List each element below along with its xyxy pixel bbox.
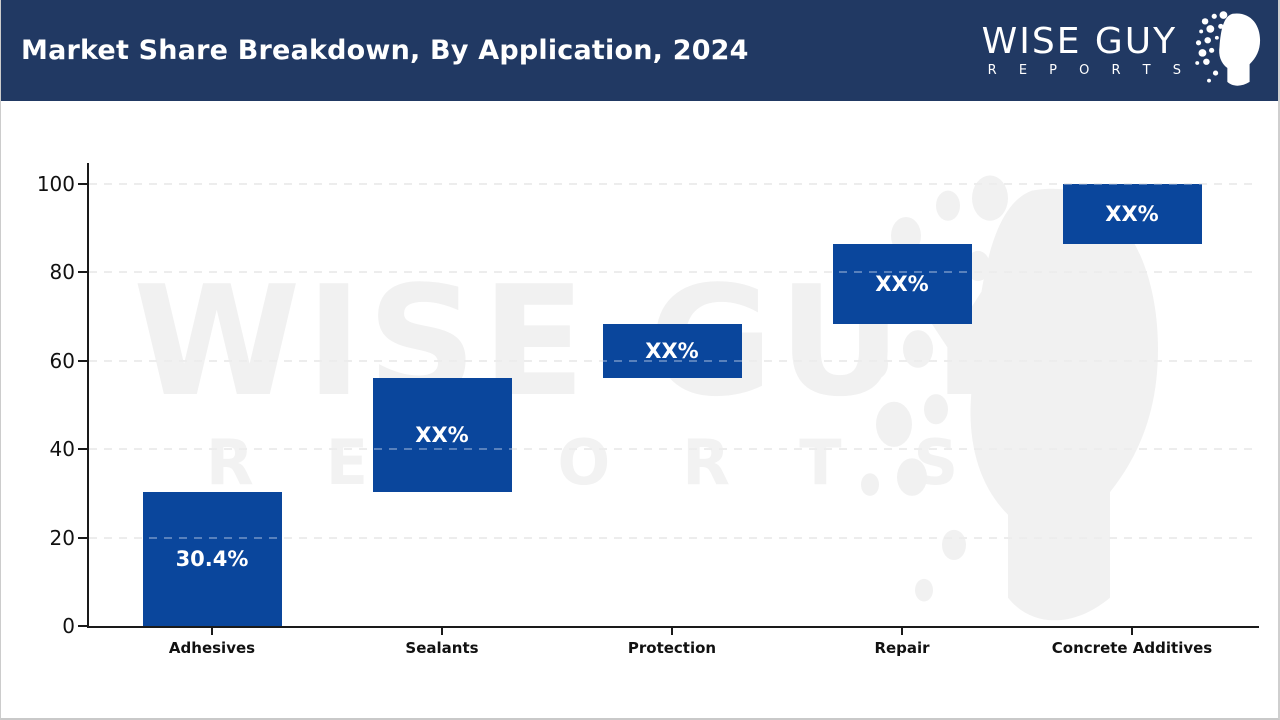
x-tick-mark-repair bbox=[901, 626, 903, 635]
bar-sealants: XX% bbox=[372, 377, 512, 492]
gridline-40 bbox=[89, 448, 1259, 451]
logo-head-icon bbox=[1195, 10, 1261, 86]
y-tick-mark-0 bbox=[78, 625, 87, 627]
y-tick-label-0: 0 bbox=[62, 614, 75, 638]
x-tick-mark-concrete-additives bbox=[1131, 626, 1133, 635]
chart-title: Market Share Breakdown, By Application, … bbox=[21, 35, 749, 66]
gridline-over-80 bbox=[89, 271, 1259, 274]
y-tick-label-100: 100 bbox=[36, 172, 75, 196]
bar-label-adhesives: 30.4% bbox=[175, 546, 249, 571]
gridline-100 bbox=[89, 183, 1259, 185]
gridline-20 bbox=[89, 536, 1259, 539]
bar-repair: XX% bbox=[832, 243, 972, 324]
y-tick-label-20: 20 bbox=[49, 525, 75, 550]
x-tick-mark-sealants bbox=[441, 626, 443, 635]
logo-name: WISE GUY bbox=[981, 20, 1178, 62]
logo-tagline: R E P O R T S bbox=[987, 62, 1190, 78]
watermark-tagline: REPORTS bbox=[206, 426, 1031, 499]
y-tick-label-40: 40 bbox=[49, 437, 75, 462]
category-label-concrete-additives: Concrete Additives bbox=[1051, 639, 1213, 657]
x-tick-mark-adhesives bbox=[211, 626, 213, 635]
header-band: Market Share Breakdown, By Application, … bbox=[1, 0, 1278, 101]
y-tick-mark-60 bbox=[78, 359, 87, 362]
category-label-sealants: Sealants bbox=[405, 639, 479, 657]
category-label-protection: Protection bbox=[627, 639, 717, 657]
gridline-over-100 bbox=[89, 183, 1259, 185]
gridline-80 bbox=[89, 271, 1259, 274]
y-tick-mark-80 bbox=[78, 271, 87, 274]
bar-concrete-additives: XX% bbox=[1062, 184, 1202, 244]
y-tick-mark-40 bbox=[78, 448, 87, 451]
gridline-over-20 bbox=[89, 536, 1259, 539]
x-tick-mark-protection bbox=[671, 626, 673, 635]
logo-text: WISE GUY R E P O R T S bbox=[981, 20, 1190, 78]
bar-protection: XX% bbox=[602, 323, 742, 378]
category-label-repair: Repair bbox=[874, 639, 930, 657]
bar-label-sealants: XX% bbox=[415, 422, 469, 447]
plot-area: 30.4% Adhesives XX% Sealants XX% Protection XX… bbox=[37, 163, 1259, 657]
bar-label-concrete-additives: XX% bbox=[1105, 201, 1159, 226]
bar-adhesives: 30.4% bbox=[142, 491, 282, 626]
y-tick-label-80: 80 bbox=[49, 260, 75, 285]
gridline-over-60 bbox=[89, 359, 1259, 362]
gridline-over-40 bbox=[89, 448, 1259, 451]
wise-guy-logo: WISE GUY R E P O R T S bbox=[982, 10, 1264, 92]
bar-label-repair: XX% bbox=[875, 271, 929, 296]
category-label-adhesives: Adhesives bbox=[168, 639, 256, 657]
y-tick-mark-20 bbox=[78, 536, 87, 539]
bar-label-protection: XX% bbox=[645, 338, 699, 363]
y-tick-mark-100 bbox=[78, 183, 87, 185]
y-tick-label-60: 60 bbox=[49, 348, 75, 373]
